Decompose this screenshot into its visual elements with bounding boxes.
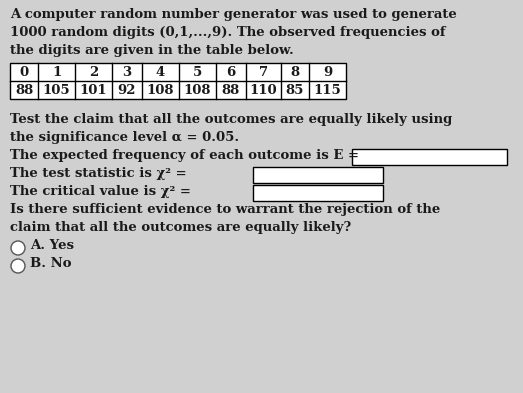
Text: 110: 110 [249,83,277,97]
Text: 92: 92 [118,83,137,97]
Text: 6: 6 [226,66,236,79]
Text: 1: 1 [52,66,61,79]
Text: 108: 108 [184,83,211,97]
Text: 3: 3 [122,66,132,79]
Text: A. Yes: A. Yes [30,239,74,252]
Bar [352,149,507,165]
Text: 4: 4 [156,66,165,79]
Text: 88: 88 [222,83,240,97]
Text: 85: 85 [286,83,304,97]
Text: claim that all the outcomes are equally likely?: claim that all the outcomes are equally … [10,221,351,234]
Text: 7: 7 [259,66,268,79]
Text: 5: 5 [193,66,202,79]
Text: 101: 101 [79,83,107,97]
Text: Test the claim that all the outcomes are equally likely using: Test the claim that all the outcomes are… [10,113,452,126]
Text: 9: 9 [323,66,332,79]
Bar [253,167,383,183]
Text: 115: 115 [314,83,342,97]
Text: 2: 2 [89,66,98,79]
Text: 8: 8 [290,66,300,79]
Text: the digits are given in the table below.: the digits are given in the table below. [10,44,294,57]
Bar [253,185,383,201]
Text: A computer random number generator was used to generate: A computer random number generator was u… [10,8,457,21]
Text: The test statistic is χ² =: The test statistic is χ² = [10,167,187,180]
Text: 0: 0 [19,66,29,79]
Text: 105: 105 [43,83,70,97]
Ellipse shape [11,241,25,255]
Text: 108: 108 [147,83,174,97]
Text: Is there sufficient evidence to warrant the rejection of the: Is there sufficient evidence to warrant … [10,203,440,216]
Bar [10,63,346,99]
Ellipse shape [11,259,25,273]
Text: The critical value is χ² =: The critical value is χ² = [10,185,191,198]
Text: 1000 random digits (0,1,...,9). The observed frequencies of: 1000 random digits (0,1,...,9). The obse… [10,26,446,39]
Text: 88: 88 [15,83,33,97]
Text: The expected frequency of each outcome is E =: The expected frequency of each outcome i… [10,149,359,162]
Text: the significance level α = 0.05.: the significance level α = 0.05. [10,131,239,144]
Text: B. No: B. No [30,257,72,270]
